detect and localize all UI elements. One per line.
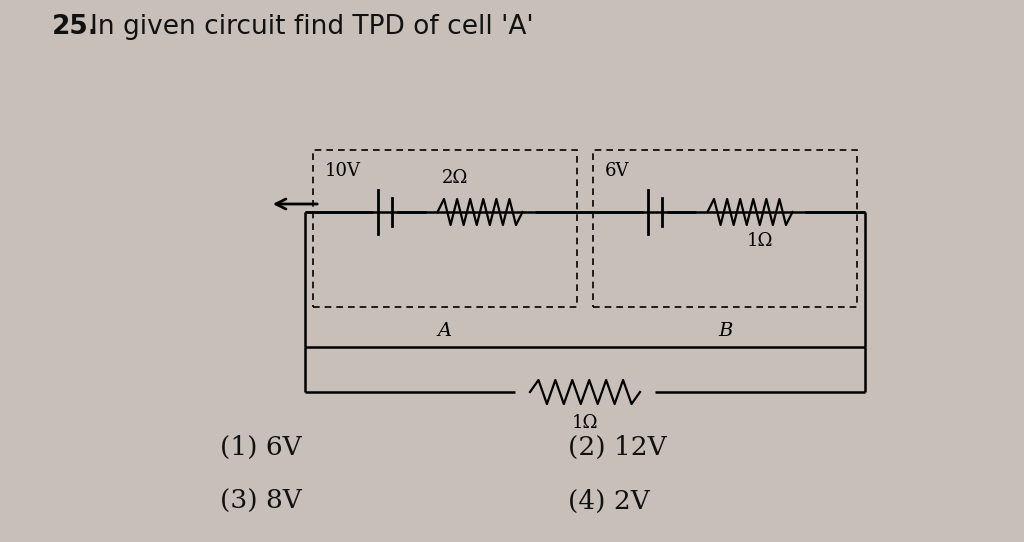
Text: B: B (718, 322, 732, 340)
Text: (1) 6V: (1) 6V (220, 435, 302, 460)
Bar (593, 150, 857, 307)
Text: In given circuit find TPD of cell 'A': In given circuit find TPD of cell 'A' (90, 14, 534, 40)
Text: 6V: 6V (605, 162, 630, 180)
Text: 10V: 10V (325, 162, 361, 180)
Text: (4) 2V: (4) 2V (568, 489, 650, 514)
Text: 25.: 25. (52, 14, 99, 40)
Bar (313, 150, 577, 307)
Text: 1Ω: 1Ω (746, 232, 773, 250)
Text: (2) 12V: (2) 12V (568, 435, 667, 460)
Text: 1Ω: 1Ω (571, 414, 598, 432)
Text: 2Ω: 2Ω (441, 169, 468, 187)
Text: A: A (438, 322, 452, 340)
Text: (3) 8V: (3) 8V (220, 489, 302, 514)
